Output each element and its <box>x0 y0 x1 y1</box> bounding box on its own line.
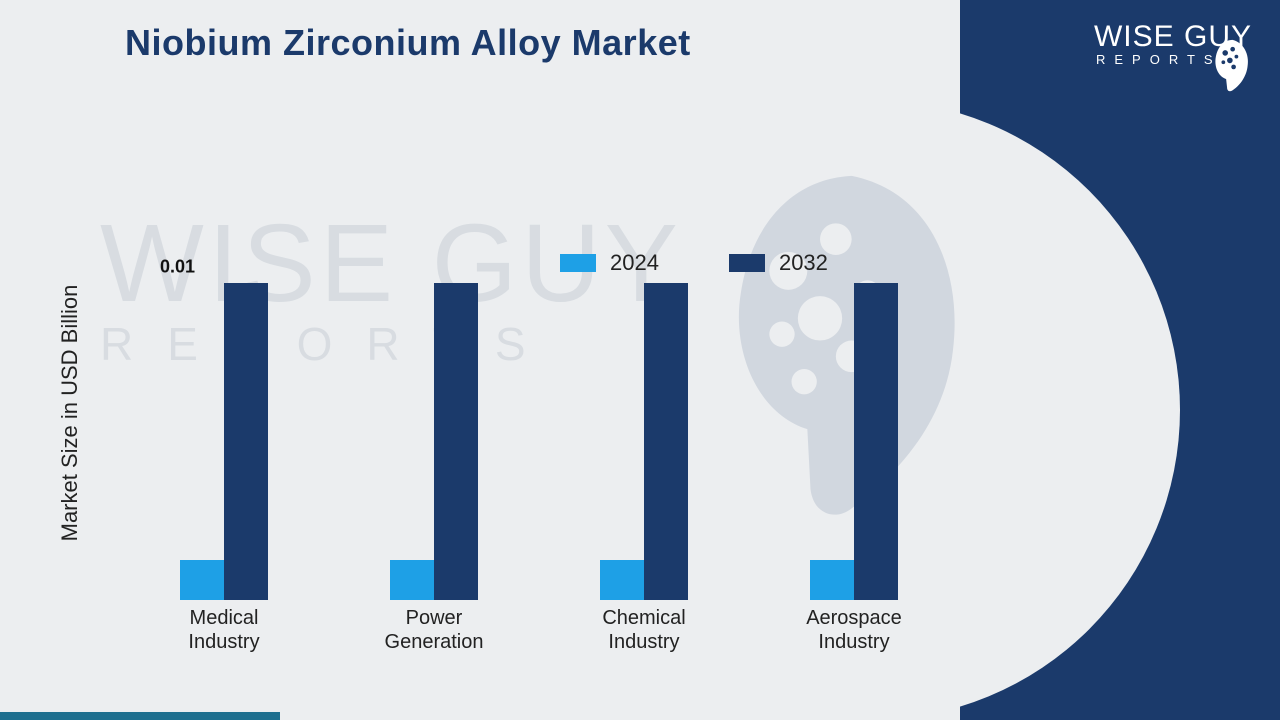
legend: 2024 2032 <box>560 250 828 276</box>
x-category-label: Power Generation <box>385 606 484 654</box>
legend-item-2024: 2024 <box>560 250 659 276</box>
brand-line1: WISE GUY <box>1094 20 1252 54</box>
y-tick-label: 0.01 <box>160 256 195 277</box>
x-category-label: Chemical Industry <box>602 606 685 654</box>
legend-item-2032: 2032 <box>729 250 828 276</box>
x-category-label: Medical Industry <box>188 606 259 654</box>
accent-strip <box>0 712 280 720</box>
chart-area: Medical IndustryPower GenerationChemical… <box>100 170 950 600</box>
bar <box>854 283 898 600</box>
legend-swatch-2032 <box>729 254 765 272</box>
brand-logo: WISE GUY REPORTS <box>1094 20 1252 67</box>
bar <box>810 560 854 600</box>
bar <box>600 560 644 600</box>
bar <box>180 560 224 600</box>
bar <box>390 560 434 600</box>
y-axis-label: Market Size in USD Billion <box>57 285 83 542</box>
plot-area: Medical IndustryPower GenerationChemical… <box>160 200 950 600</box>
bar <box>224 283 268 600</box>
legend-swatch-2024 <box>560 254 596 272</box>
infographic-stage: WISE GUY REPORTS Niobium Zirconium Alloy… <box>0 0 1280 720</box>
bar <box>644 283 688 600</box>
chart-title: Niobium Zirconium Alloy Market <box>125 22 691 64</box>
x-category-label: Aerospace Industry <box>806 606 902 654</box>
brand-line2: REPORTS <box>1094 52 1252 67</box>
bar <box>434 283 478 600</box>
legend-label-2032: 2032 <box>779 250 828 276</box>
legend-label-2024: 2024 <box>610 250 659 276</box>
